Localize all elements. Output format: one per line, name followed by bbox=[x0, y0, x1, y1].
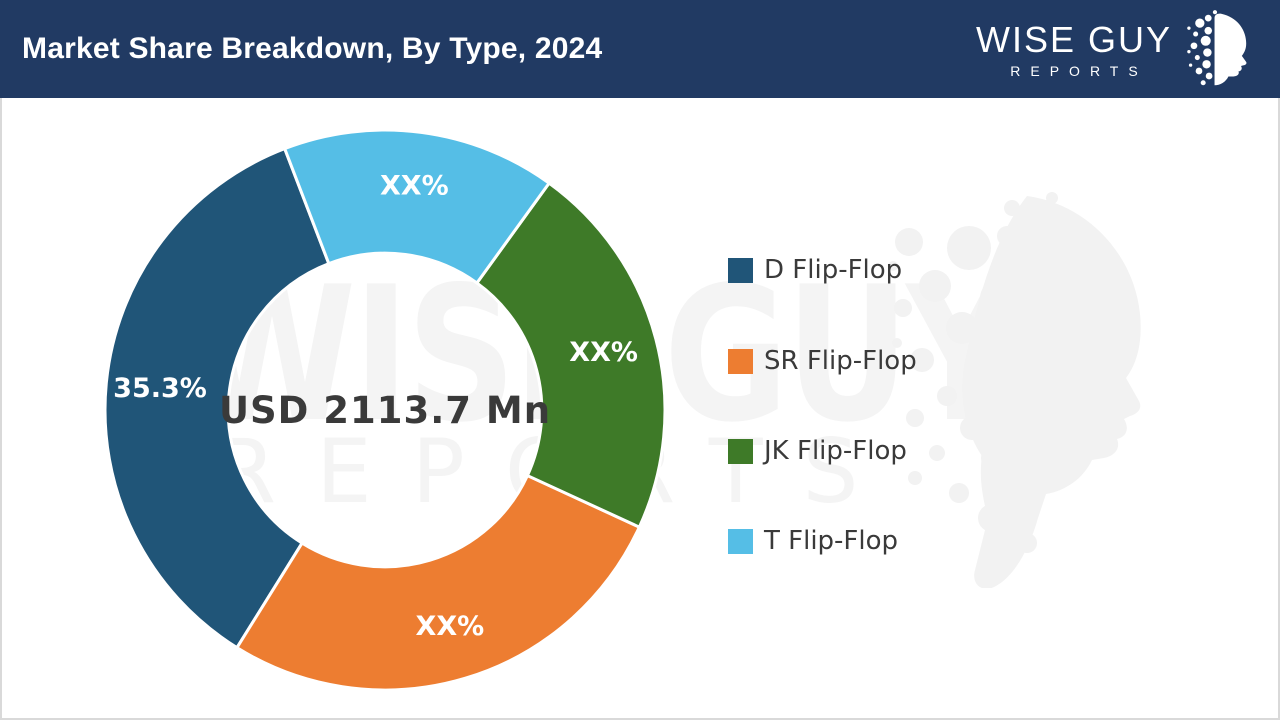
brand-face-icon bbox=[1187, 10, 1247, 86]
legend-swatch-sr-flip-flop bbox=[728, 348, 753, 374]
legend-item-t-flip-flop: T Flip-Flop bbox=[728, 527, 898, 555]
watermark-face-icon bbox=[888, 192, 1141, 588]
legend-item-d-flip-flop: D Flip-Flop bbox=[728, 256, 902, 284]
legend-label-t-flip-flop: T Flip-Flop bbox=[764, 526, 899, 556]
pie-segment-d-flip-flop bbox=[103, 147, 331, 650]
pie-segment-t-flip-flop bbox=[283, 128, 551, 285]
pie-segment-jk-flip-flop bbox=[475, 181, 667, 529]
slice-label-d-flip-flop: 35.3% bbox=[113, 373, 207, 404]
brand-logo-text: WISE GUY REPORTS bbox=[976, 20, 1172, 80]
legend-item-sr-flip-flop: SR Flip-Flop bbox=[728, 347, 917, 375]
legend-label-jk-flip-flop: JK Flip-Flop bbox=[764, 436, 907, 466]
header-bar: Market Share Breakdown, By Type, 2024 WI… bbox=[0, 0, 1280, 98]
pie-segment-sr-flip-flop bbox=[235, 474, 641, 692]
legend-item-jk-flip-flop: JK Flip-Flop bbox=[728, 437, 907, 465]
legend-label-d-flip-flop: D Flip-Flop bbox=[764, 255, 903, 285]
legend-swatch-d-flip-flop bbox=[728, 257, 753, 283]
donut-chart: 35.3% XX% XX% XX% bbox=[103, 128, 667, 692]
brand-name: WISE GUY bbox=[975, 19, 1172, 60]
slice-label-sr-flip-flop: XX% bbox=[416, 611, 485, 642]
brand-logo: WISE GUY REPORTS bbox=[976, 8, 1262, 92]
brand-subtitle: REPORTS bbox=[1010, 63, 1148, 79]
legend-swatch-jk-flip-flop bbox=[728, 438, 753, 464]
legend-label-sr-flip-flop: SR Flip-Flop bbox=[764, 346, 917, 376]
slice-label-jk-flip-flop: XX% bbox=[569, 337, 638, 368]
page-title: Market Share Breakdown, By Type, 2024 bbox=[22, 32, 603, 65]
legend-swatch-t-flip-flop bbox=[728, 528, 753, 554]
slice-label-t-flip-flop: XX% bbox=[380, 170, 449, 201]
